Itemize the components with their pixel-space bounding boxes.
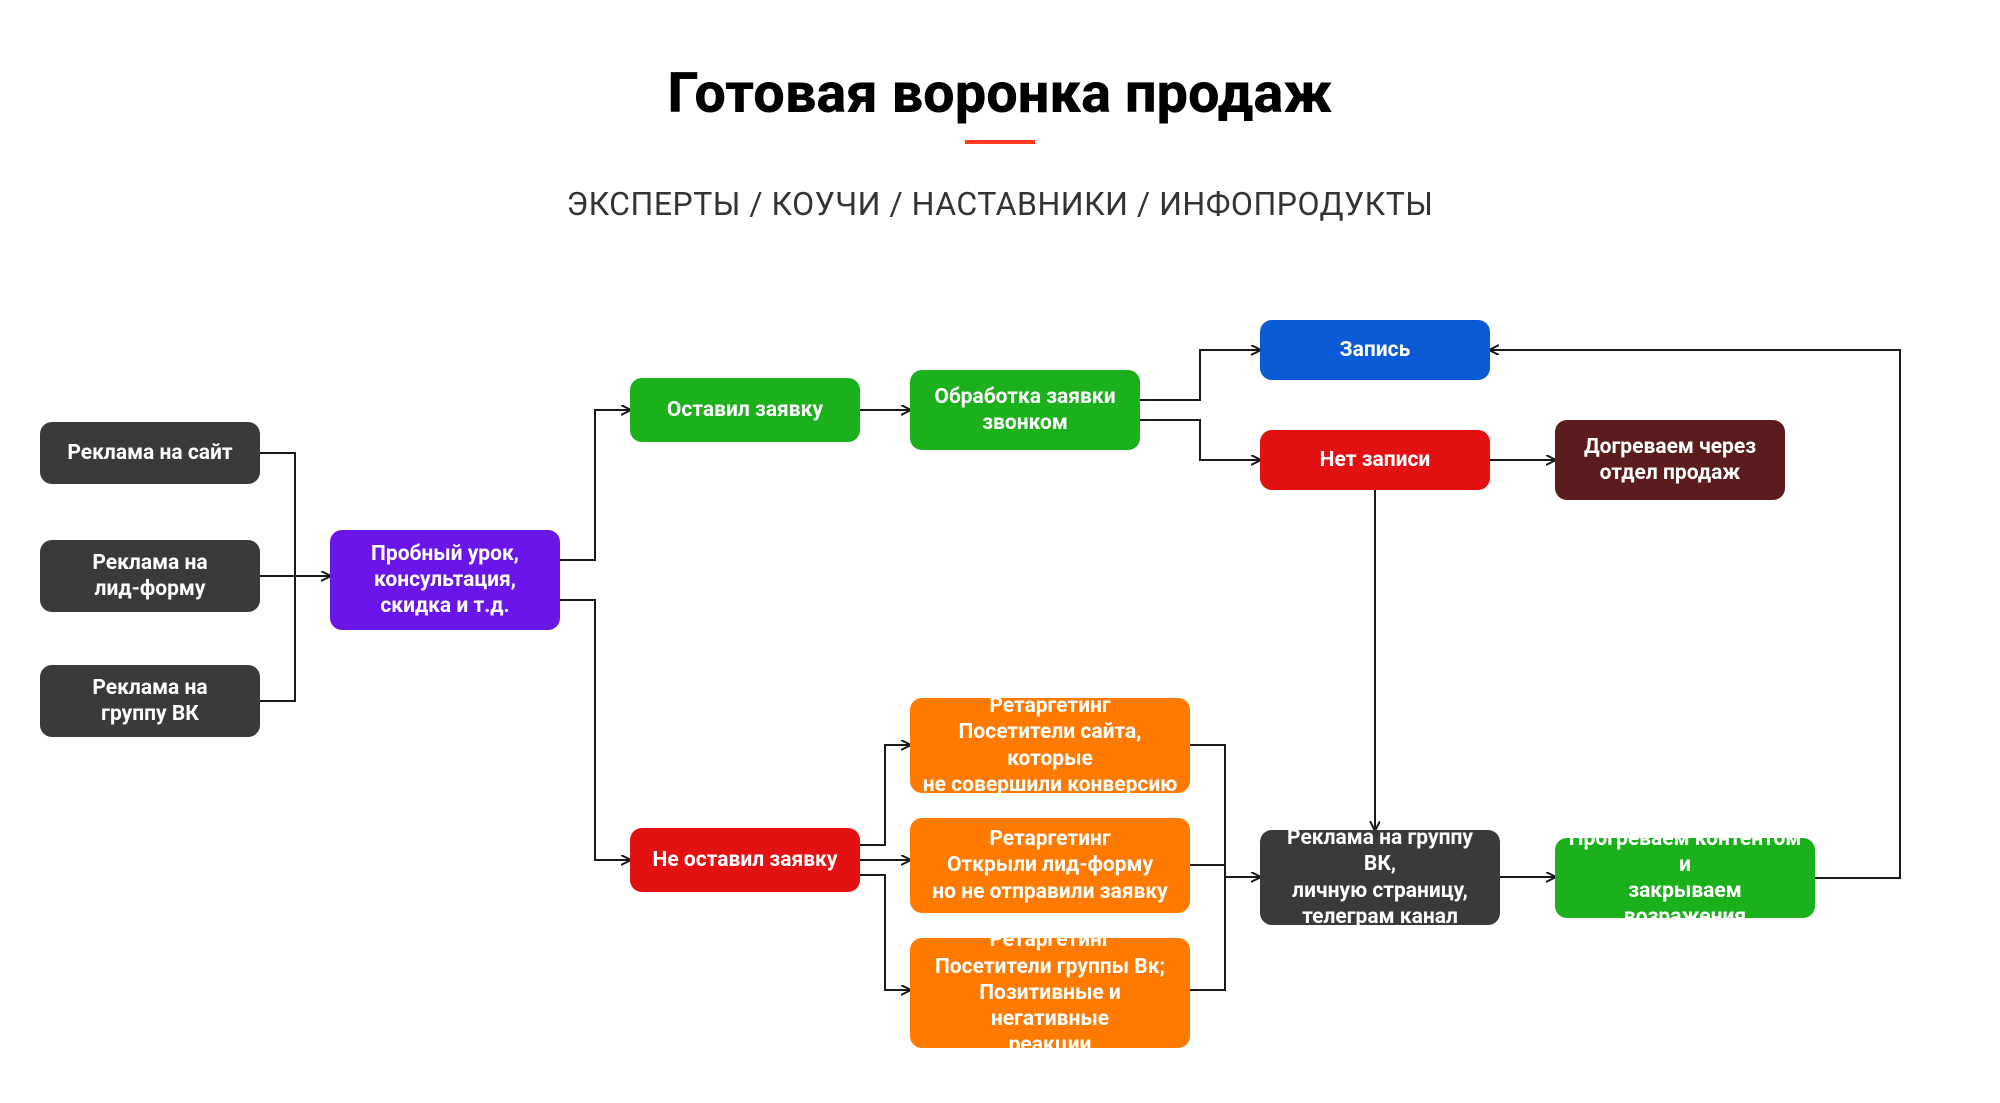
node-left_request: Оставил заявку <box>630 378 860 442</box>
title-underline <box>965 140 1035 144</box>
node-warm_content: Прогреваем контентом и закрываем возраже… <box>1555 838 1815 918</box>
node-retarget2: Ретаргетинг Открыли лид-форму но не отпр… <box>910 818 1190 913</box>
node-no_request: Не оставил заявку <box>630 828 860 892</box>
node-ad_leadform: Реклама на лид-форму <box>40 540 260 612</box>
edge-13 <box>860 875 910 990</box>
node-not_booked: Нет записи <box>1260 430 1490 490</box>
edge-11 <box>860 745 910 845</box>
node-call_process: Обработка заявки звонком <box>910 370 1140 450</box>
edge-5 <box>560 600 630 860</box>
page-subtitle: ЭКСПЕРТЫ / КОУЧИ / НАСТАВНИКИ / ИНФОПРОД… <box>0 185 2000 223</box>
edge-2 <box>260 576 295 701</box>
node-ad_vk: Реклама на группу ВК <box>40 665 260 737</box>
edge-7 <box>1140 350 1260 400</box>
edge-14 <box>1190 745 1225 877</box>
node-warm_sales: Догреваем через отдел продаж <box>1555 420 1785 500</box>
node-booked: Запись <box>1260 320 1490 380</box>
edge-8 <box>1140 420 1260 460</box>
node-ad_vk_tg: Реклама на группу ВК, личную страницу, т… <box>1260 830 1500 925</box>
edge-4 <box>560 410 630 560</box>
node-retarget1: Ретаргетинг Посетители сайта, которые не… <box>910 698 1190 793</box>
diagram-stage: Готовая воронка продаж ЭКСПЕРТЫ / КОУЧИ … <box>0 0 2000 1103</box>
page-title: Готовая воронка продаж <box>0 60 2000 126</box>
node-ad_site: Реклама на сайт <box>40 422 260 484</box>
node-retarget3: Ретаргетинг Посетители группы Вк; Позити… <box>910 938 1190 1048</box>
edge-0 <box>260 453 295 576</box>
edge-16 <box>1190 877 1225 990</box>
node-trial: Пробный урок, консультация, скидка и т.д… <box>330 530 560 630</box>
